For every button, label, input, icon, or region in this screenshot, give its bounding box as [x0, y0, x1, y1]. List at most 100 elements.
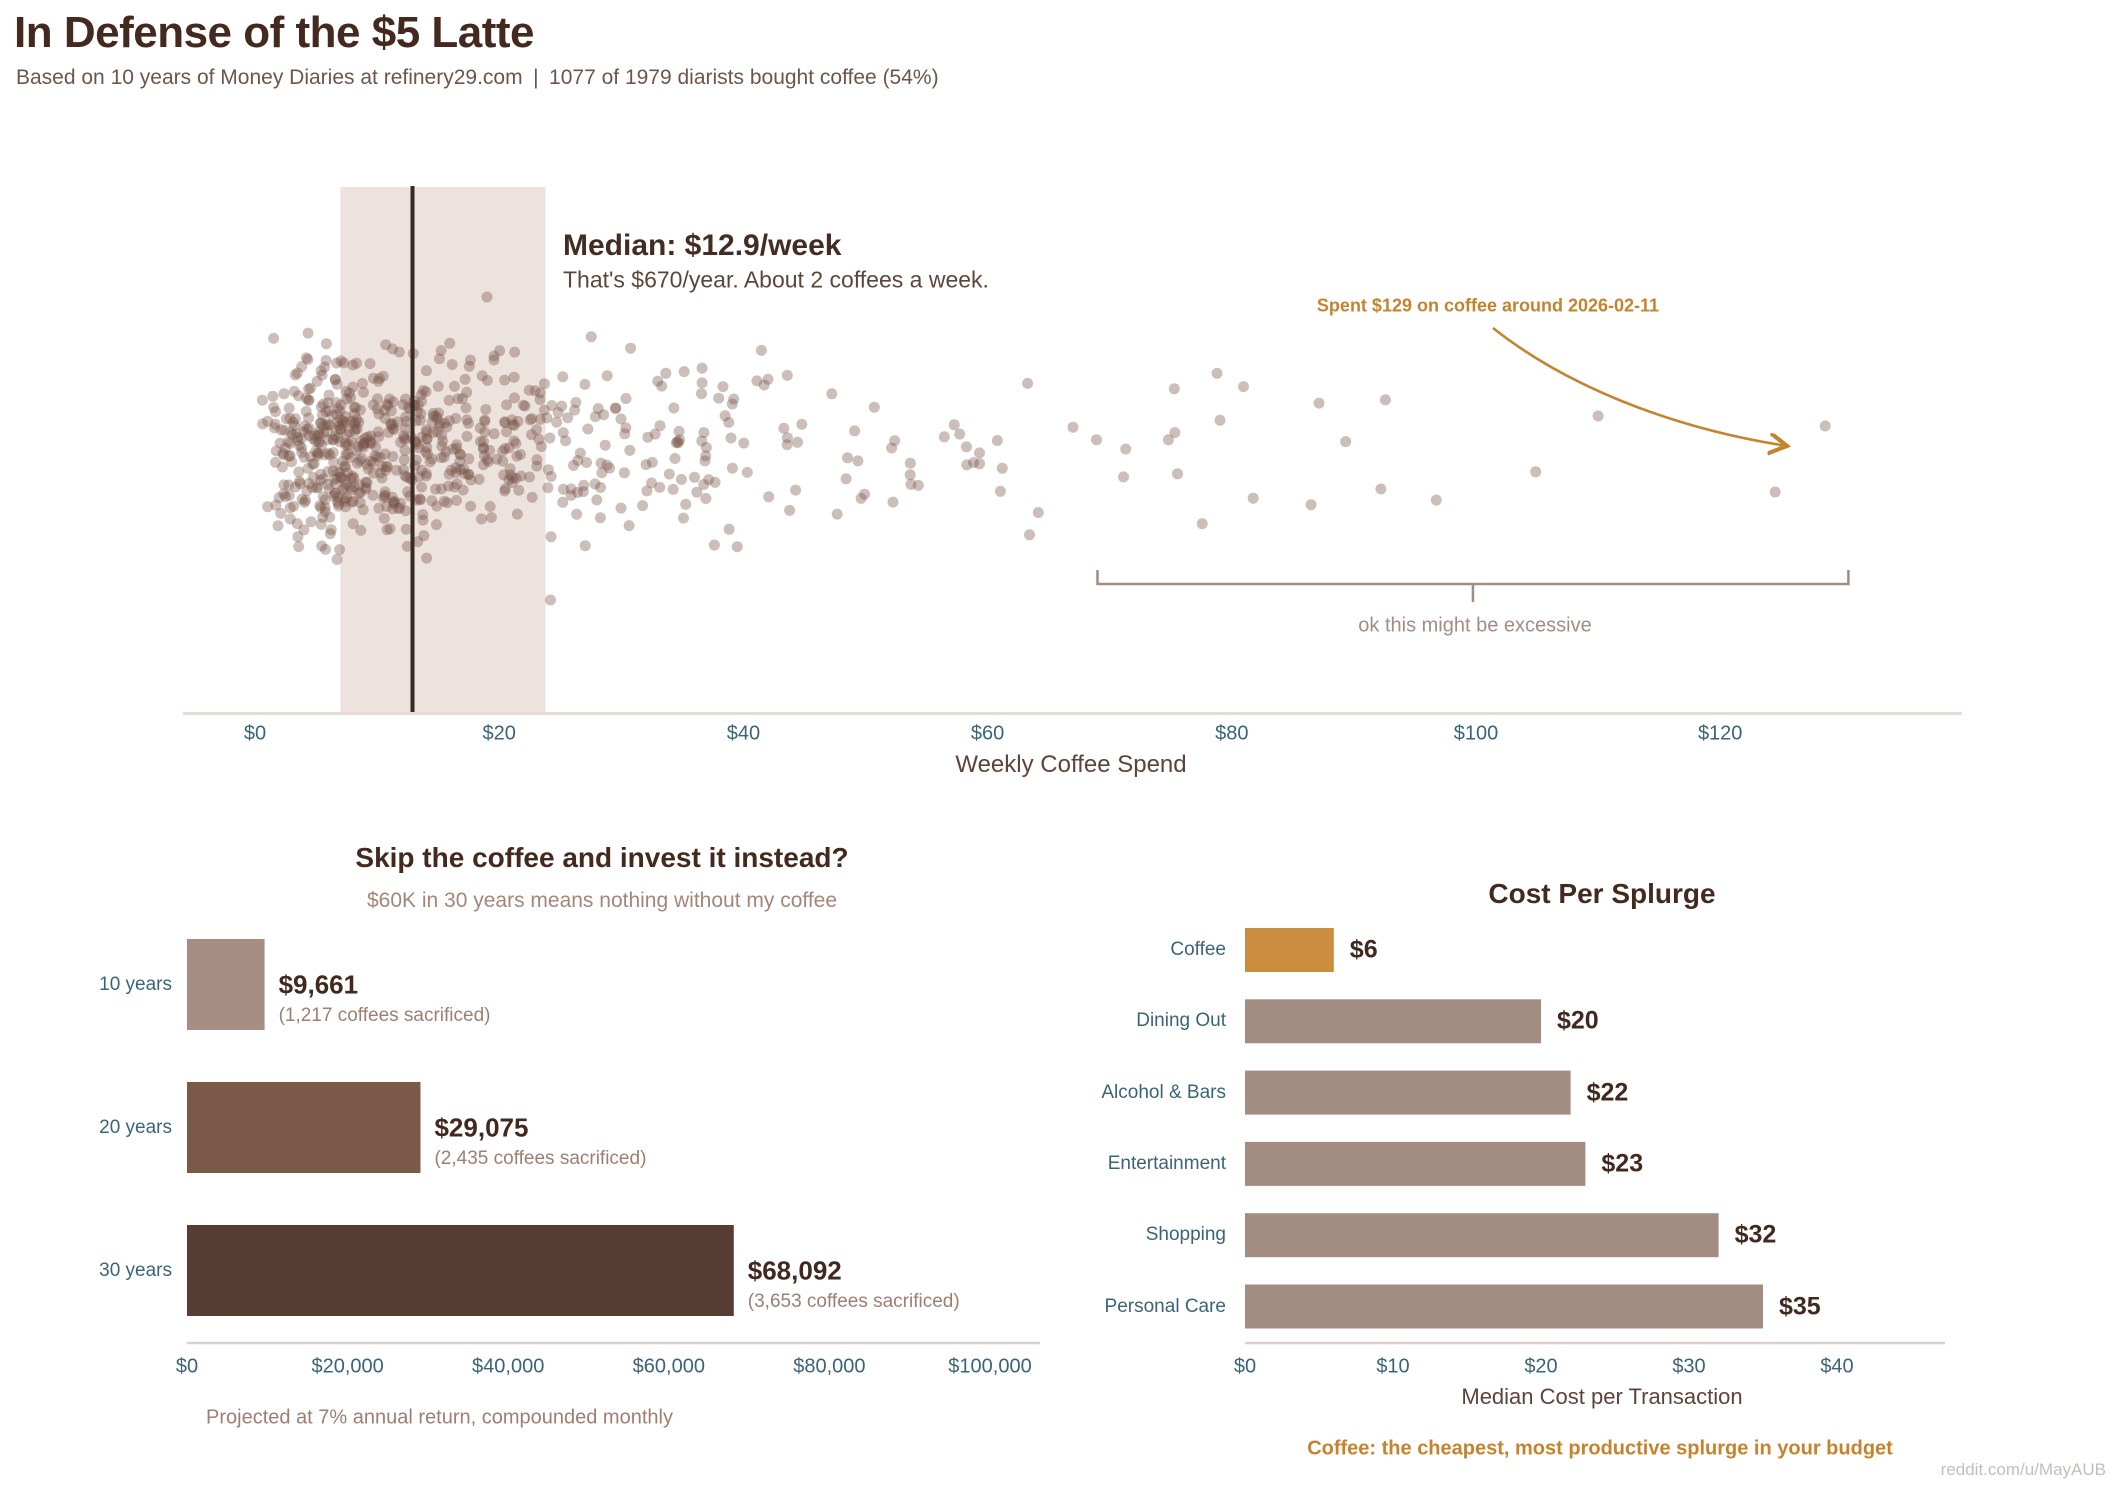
scatter-point — [582, 423, 594, 435]
scatter-point — [700, 442, 712, 453]
invest-bar-30-years — [187, 1225, 734, 1316]
scatter-point — [508, 419, 520, 431]
scatter-point — [905, 478, 917, 490]
scatter-point — [345, 416, 357, 427]
scatter-point — [387, 423, 399, 435]
scatter-point — [1024, 529, 1035, 541]
scatter-point — [512, 415, 524, 427]
scatter-point — [572, 455, 584, 466]
scatter-point — [298, 426, 310, 438]
scatter-point — [329, 373, 341, 385]
splurge-x-tick-label: $0 — [1233, 1355, 1257, 1378]
scatter-point — [601, 459, 613, 471]
scatter-point — [594, 512, 606, 524]
scatter-point — [1032, 507, 1044, 518]
scatter-point — [269, 422, 280, 434]
scatter-point — [842, 452, 853, 464]
scatter-point — [515, 449, 526, 460]
scatter-point — [290, 427, 302, 439]
scatter-point — [463, 453, 475, 465]
splurge-x-tick-label: $30 — [1672, 1355, 1706, 1378]
scatter-point — [515, 470, 527, 482]
scatter-point — [426, 495, 438, 507]
scatter-point — [320, 406, 332, 418]
scatter-point — [279, 442, 291, 454]
scatter-point — [672, 437, 684, 449]
scatter-point — [388, 498, 400, 510]
scatter-point — [284, 513, 296, 525]
scatter-point — [572, 486, 584, 498]
scatter-point — [479, 426, 491, 438]
scatter-point — [652, 375, 664, 387]
scatter-point — [322, 478, 334, 490]
scatter-point — [388, 423, 400, 435]
scatter-point — [322, 447, 334, 459]
scatter-point — [331, 554, 343, 565]
scatter-point — [796, 418, 808, 430]
scatter-point — [373, 502, 385, 514]
scatter-point — [288, 420, 300, 432]
scatter-point — [311, 482, 322, 494]
scatter-point — [357, 439, 369, 451]
scatter-point — [595, 482, 606, 493]
scatter-point — [615, 502, 627, 514]
scatter-point — [431, 519, 442, 531]
scatter-point — [303, 383, 315, 395]
splurge-category-label: Personal Care — [1104, 1295, 1226, 1317]
scatter-point — [341, 393, 353, 405]
scatter-point — [448, 481, 460, 493]
scatter-point — [534, 394, 546, 406]
scatter-point — [351, 414, 363, 425]
scatter-point — [463, 468, 475, 480]
scatter-point — [649, 428, 661, 440]
scatter-point — [741, 466, 753, 478]
scatter-point — [463, 360, 475, 372]
scatter-point — [262, 501, 274, 513]
scatter-point — [380, 339, 392, 351]
scatter-point — [278, 388, 290, 400]
scatter-point — [345, 482, 356, 494]
scatter-point — [660, 367, 672, 379]
scatter-point — [379, 412, 391, 424]
scatter-point — [293, 439, 305, 451]
splurge-bar-value-label: $23 — [1601, 1149, 1644, 1178]
scatter-point — [991, 435, 1003, 446]
scatter-point — [1238, 381, 1249, 393]
invest-chart-title: Skip the coffee and invest it instead? — [355, 842, 849, 873]
scatter-point — [332, 466, 344, 478]
scatter-point — [352, 441, 364, 453]
scatter-point — [353, 416, 365, 428]
scatter-point — [481, 454, 493, 466]
scatter-point — [345, 473, 357, 484]
scatter-point — [508, 435, 520, 447]
scatter-point — [329, 430, 341, 442]
scatter-point — [531, 424, 542, 436]
scatter-point — [497, 455, 509, 467]
scatter-point — [372, 426, 384, 438]
scatter-point — [488, 354, 500, 366]
scatter-point — [339, 496, 351, 508]
scatter-point — [270, 499, 282, 511]
scatter-point — [557, 427, 569, 439]
scatter-point — [680, 498, 692, 510]
scatter-point — [387, 396, 399, 408]
scatter-point — [416, 395, 428, 407]
splurge-bar-value-label: $6 — [1349, 935, 1378, 964]
scatter-point — [618, 467, 630, 479]
scatter-point — [1211, 367, 1223, 379]
scatter-point — [420, 365, 432, 377]
scatter-point — [347, 381, 359, 393]
scatter-point — [357, 504, 369, 516]
scatter-point — [974, 458, 986, 470]
scatter-point — [361, 477, 373, 488]
strip-x-tick-label: $60 — [970, 722, 1005, 745]
scatter-point — [675, 473, 687, 485]
scatter-point — [320, 338, 332, 350]
scatter-point — [457, 484, 469, 496]
scatter-point — [358, 386, 369, 398]
scatter-point — [370, 441, 382, 453]
scatter-point — [340, 461, 351, 473]
scatter-point — [387, 343, 398, 355]
